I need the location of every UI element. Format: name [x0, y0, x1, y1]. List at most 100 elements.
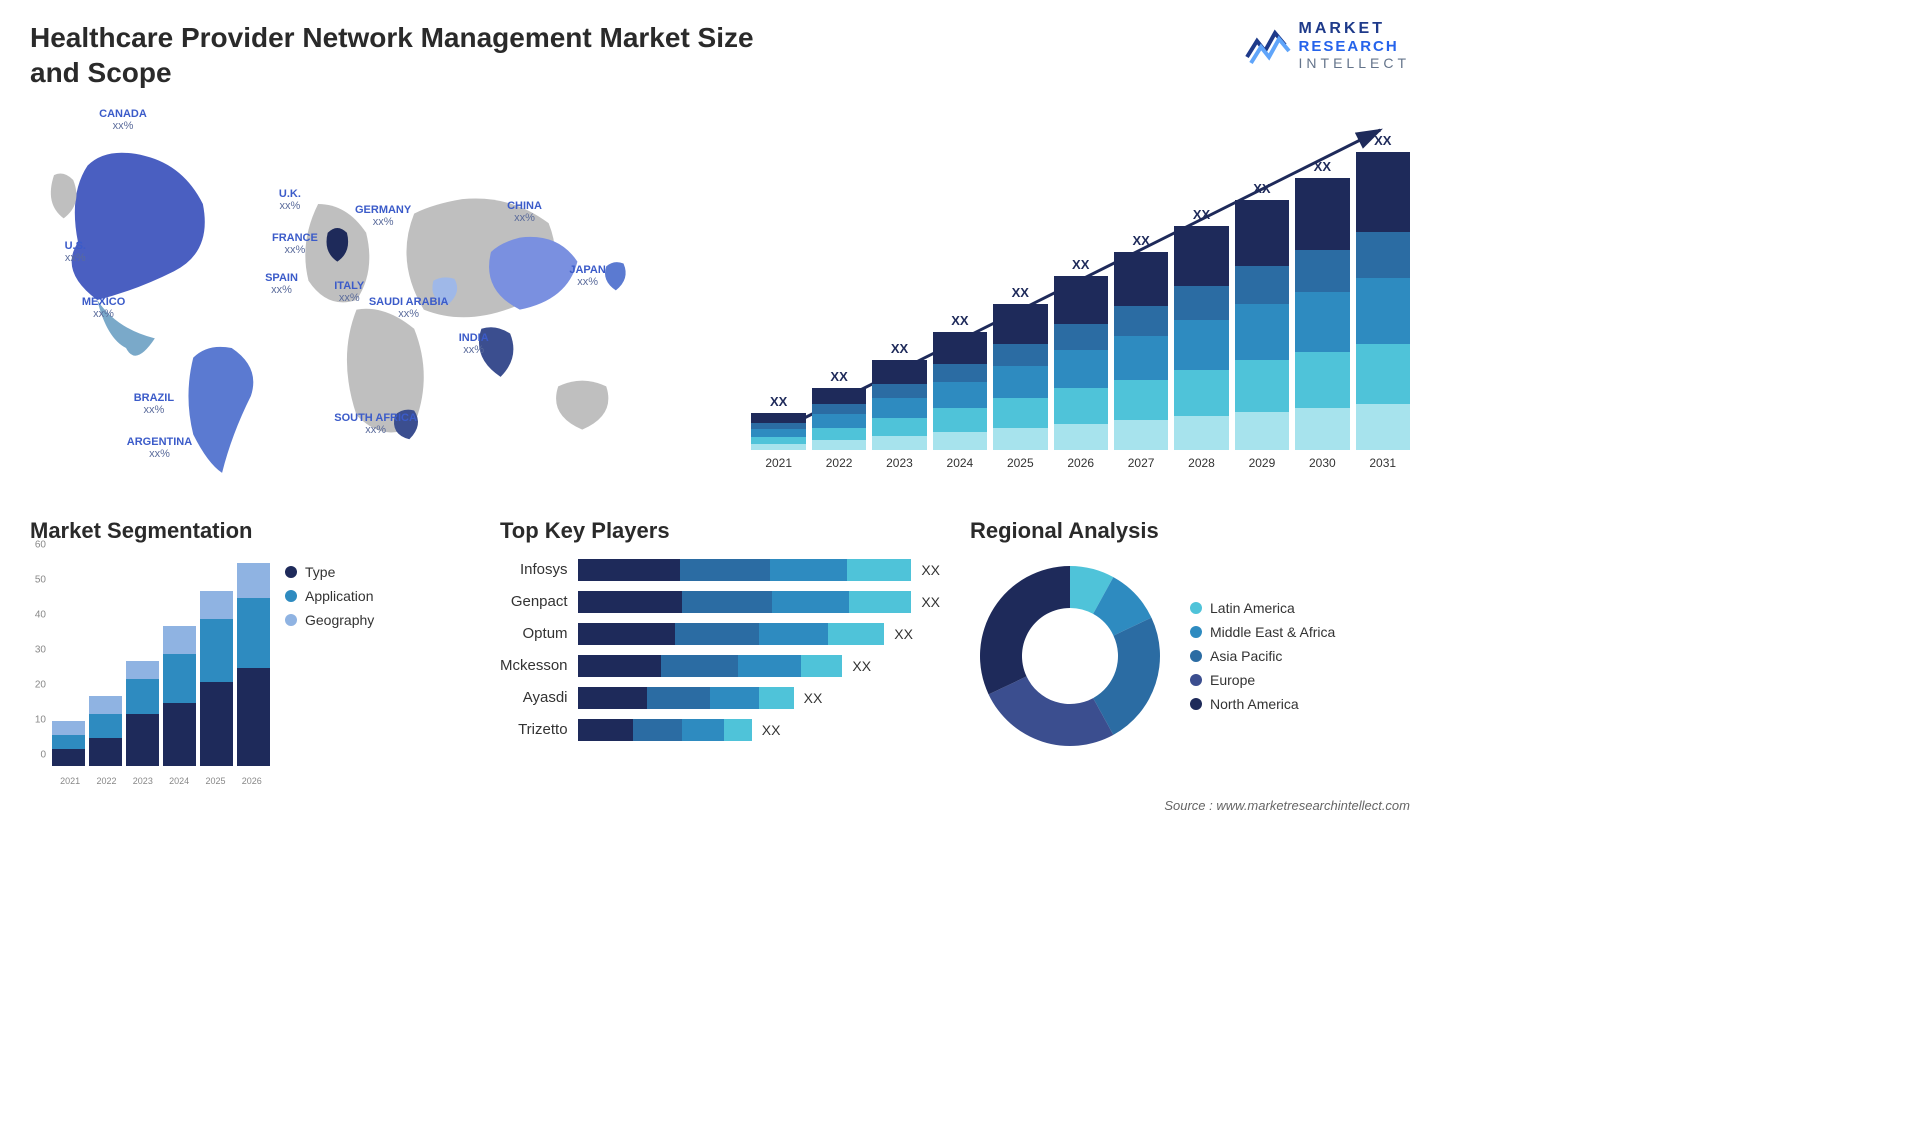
seg-ytick: 50	[35, 575, 46, 586]
seg-bar	[89, 696, 122, 766]
seg-ytick: 40	[35, 610, 46, 621]
seg-bar	[163, 626, 196, 766]
growth-bar-year: 2025	[1007, 456, 1034, 470]
seg-ytick: 10	[35, 715, 46, 726]
segmentation-legend: TypeApplicationGeography	[285, 556, 374, 636]
growth-bar-year: 2022	[826, 456, 853, 470]
world-map: CANADAxx% U.S.xx% MEXICOxx% BRAZILxx% ARGENT…	[30, 100, 721, 500]
regional-panel: Regional Analysis Latin AmericaMiddle Ea…	[970, 518, 1410, 786]
page-title: Healthcare Provider Network Management M…	[30, 20, 810, 90]
player-bar-row: XX	[578, 716, 940, 744]
regional-legend-item: North America	[1190, 696, 1335, 712]
growth-chart: XX2021XX2022XX2023XX2024XX2025XX2026XX20…	[751, 100, 1410, 500]
map-label: SOUTH AFRICAxx%	[334, 412, 417, 436]
map-label: SPAINxx%	[265, 272, 298, 296]
seg-xtick: 2022	[88, 776, 124, 786]
player-bar-row: XX	[578, 620, 940, 648]
map-label: CHINAxx%	[507, 200, 542, 224]
player-name: Trizetto	[500, 716, 568, 744]
player-name: Infosys	[500, 556, 568, 584]
growth-bar-year: 2023	[886, 456, 913, 470]
player-value: XX	[921, 594, 940, 610]
regional-legend-item: Europe	[1190, 672, 1335, 688]
donut-slice	[980, 566, 1070, 694]
seg-legend-item: Application	[285, 588, 374, 604]
player-value: XX	[852, 658, 871, 674]
player-value: XX	[762, 722, 781, 738]
growth-bar-year: 2029	[1249, 456, 1276, 470]
seg-legend-item: Geography	[285, 612, 374, 628]
players-bars: XX XX XX XX XX XX	[578, 556, 940, 748]
regional-legend: Latin AmericaMiddle East & AfricaAsia Pa…	[1190, 592, 1335, 720]
seg-bar	[237, 563, 270, 766]
segmentation-panel: Market Segmentation 0102030405060 202120…	[30, 518, 470, 786]
map-label: JAPANxx%	[569, 264, 605, 288]
growth-bar: XX2024	[933, 313, 987, 470]
player-name: Genpact	[500, 588, 568, 616]
map-label: INDIAxx%	[459, 332, 489, 356]
growth-bar-value: XX	[1012, 285, 1029, 300]
map-label: CANADAxx%	[99, 108, 147, 132]
growth-bar-value: XX	[1374, 133, 1391, 148]
growth-bar: XX 2031	[1356, 133, 1410, 470]
growth-bar: XX 2022	[812, 369, 866, 470]
map-label: ITALYxx%	[334, 280, 364, 304]
growth-bar: XX 2030	[1295, 159, 1349, 470]
player-value: XX	[921, 562, 940, 578]
growth-bar: XX 2029	[1235, 181, 1289, 470]
map-label: BRAZILxx%	[134, 392, 174, 416]
growth-bar-year: 2030	[1309, 456, 1336, 470]
seg-xtick: 2021	[52, 776, 88, 786]
regional-legend-item: Latin America	[1190, 600, 1335, 616]
players-panel: Top Key Players InfosysGenpactOptumMckes…	[500, 518, 940, 786]
segmentation-title: Market Segmentation	[30, 518, 470, 544]
seg-bar	[52, 721, 85, 767]
growth-bar: XX 2021	[751, 394, 805, 470]
player-value: XX	[894, 626, 913, 642]
seg-bar	[200, 591, 233, 766]
growth-bar-value: XX	[770, 394, 787, 409]
segmentation-chart: 0102030405060 202120222023202420252026	[30, 556, 270, 786]
growth-bar-year: 2031	[1369, 456, 1396, 470]
brand-line1: MARKET	[1299, 20, 1410, 38]
seg-xtick: 2023	[125, 776, 161, 786]
regional-legend-item: Asia Pacific	[1190, 648, 1335, 664]
player-name: Mckesson	[500, 652, 568, 680]
player-bar-row: XX	[578, 556, 940, 584]
growth-bar-year: 2027	[1128, 456, 1155, 470]
map-label: U.K.xx%	[279, 188, 301, 212]
growth-bar-value: XX	[891, 341, 908, 356]
map-label: ARGENTINAxx%	[127, 436, 192, 460]
regional-donut	[970, 556, 1170, 756]
seg-xtick: 2025	[197, 776, 233, 786]
map-label: FRANCExx%	[272, 232, 318, 256]
growth-bar: XX 2027	[1114, 233, 1168, 470]
player-bar-row: XX	[578, 588, 940, 616]
player-bar-row: XX	[578, 684, 940, 712]
growth-bar-value: XX	[1132, 233, 1149, 248]
growth-bar-year: 2021	[765, 456, 792, 470]
seg-ytick: 20	[35, 680, 46, 691]
player-bar-row: XX	[578, 652, 940, 680]
player-value: XX	[804, 690, 823, 706]
seg-bar	[126, 661, 159, 766]
brand-logo: MARKET RESEARCH INTELLECT	[1245, 20, 1410, 71]
map-label: U.S.xx%	[65, 240, 86, 264]
growth-bar-year: 2024	[947, 456, 974, 470]
seg-ytick: 30	[35, 645, 46, 656]
growth-bar-value: XX	[1314, 159, 1331, 174]
growth-bar-value: XX	[1072, 257, 1089, 272]
map-label: MEXICOxx%	[82, 296, 125, 320]
growth-bar-value: XX	[830, 369, 847, 384]
players-labels: InfosysGenpactOptumMckessonAyasdiTrizett…	[500, 556, 568, 748]
seg-xtick: 2024	[161, 776, 197, 786]
player-name: Optum	[500, 620, 568, 648]
seg-xtick: 2026	[234, 776, 270, 786]
growth-bar-value: XX	[1253, 181, 1270, 196]
regional-title: Regional Analysis	[970, 518, 1410, 544]
growth-bar: XX 2026	[1054, 257, 1108, 470]
growth-bar: XX2028	[1174, 207, 1228, 470]
source-text: Source : www.marketresearchintellect.com	[30, 798, 1410, 813]
donut-slice	[989, 676, 1114, 746]
growth-bar-year: 2026	[1067, 456, 1094, 470]
